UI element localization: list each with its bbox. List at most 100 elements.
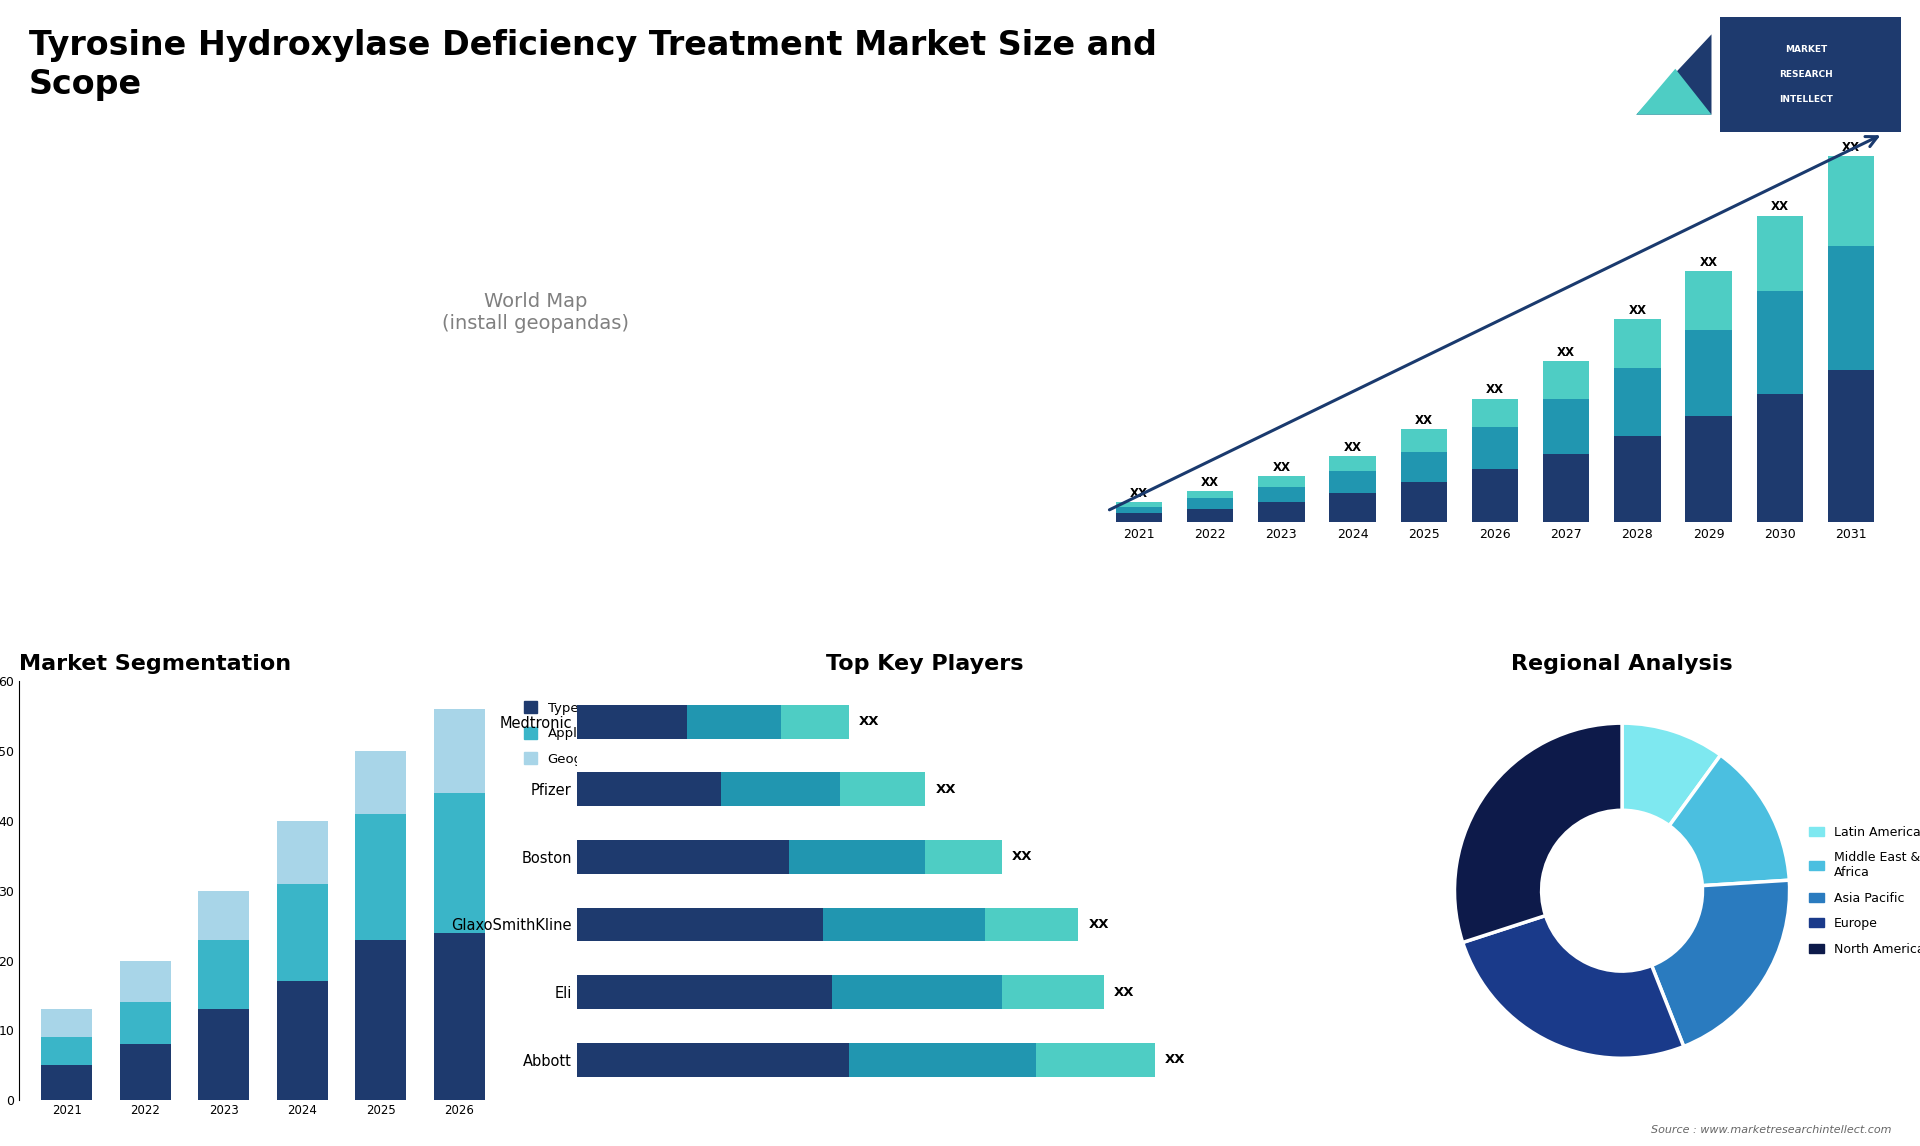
Bar	[119, 1003, 171, 1044]
Bar	[42, 1037, 92, 1066]
Legend: Latin America, Middle East &
Africa, Asia Pacific, Europe, North America: Latin America, Middle East & Africa, Asi…	[1805, 821, 1920, 960]
Text: XX: XX	[1344, 441, 1361, 454]
Text: World Map
(install geopandas): World Map (install geopandas)	[442, 292, 630, 333]
Bar	[1686, 416, 1732, 523]
Bar	[722, 772, 841, 807]
Bar	[1473, 399, 1519, 427]
Text: XX: XX	[1202, 476, 1219, 489]
Bar	[687, 705, 781, 739]
Bar	[1187, 492, 1233, 497]
Text: XX: XX	[1131, 487, 1148, 500]
Bar	[781, 705, 849, 739]
Bar	[434, 793, 486, 933]
Bar	[355, 940, 407, 1100]
Bar	[1757, 291, 1803, 394]
Polygon shape	[1636, 69, 1711, 115]
Bar	[434, 933, 486, 1100]
Bar	[1329, 494, 1377, 523]
Bar	[1258, 502, 1304, 523]
Text: XX: XX	[1089, 918, 1110, 931]
Text: XX: XX	[1557, 346, 1574, 359]
Legend: Type, Application, Geography: Type, Application, Geography	[518, 697, 628, 771]
Text: Tyrosine Hydroxylase Deficiency Treatment Market Size and
Scope: Tyrosine Hydroxylase Deficiency Treatmen…	[29, 29, 1156, 101]
Bar	[1473, 427, 1519, 469]
Bar	[355, 751, 407, 814]
Bar	[1544, 454, 1590, 523]
Text: MARKET: MARKET	[1786, 45, 1828, 54]
Bar	[841, 772, 925, 807]
Bar	[1187, 509, 1233, 523]
Bar	[576, 840, 789, 873]
Bar	[1002, 975, 1104, 1008]
Polygon shape	[1636, 34, 1711, 115]
Bar	[276, 981, 328, 1100]
Bar	[355, 814, 407, 940]
Bar	[789, 840, 925, 873]
Bar	[434, 709, 486, 793]
Text: XX: XX	[1699, 256, 1718, 268]
Text: XX: XX	[1012, 850, 1033, 863]
Bar	[576, 908, 824, 941]
Text: XX: XX	[1114, 986, 1135, 998]
Wedge shape	[1622, 723, 1720, 825]
Bar	[276, 884, 328, 981]
Bar	[1828, 156, 1874, 246]
Bar	[1400, 452, 1448, 482]
Bar	[42, 1066, 92, 1100]
Bar	[849, 1043, 1035, 1076]
Bar	[1400, 430, 1448, 452]
Text: RESEARCH: RESEARCH	[1780, 70, 1834, 79]
Bar	[198, 940, 250, 1010]
Wedge shape	[1455, 723, 1622, 942]
Text: XX: XX	[1486, 384, 1503, 397]
Bar	[925, 840, 1002, 873]
Bar	[1473, 469, 1519, 523]
Text: XX: XX	[1628, 304, 1645, 317]
Text: XX: XX	[1273, 461, 1290, 473]
Bar	[198, 890, 250, 940]
Bar	[1828, 370, 1874, 523]
Text: Source : www.marketresearchintellect.com: Source : www.marketresearchintellect.com	[1651, 1124, 1891, 1135]
Bar	[1187, 497, 1233, 509]
Bar	[576, 1043, 849, 1076]
Bar	[985, 908, 1079, 941]
Wedge shape	[1668, 755, 1789, 886]
Bar	[1035, 1043, 1154, 1076]
Bar	[198, 1010, 250, 1100]
Bar	[42, 1010, 92, 1037]
Bar	[1329, 456, 1377, 471]
Text: Market Segmentation: Market Segmentation	[19, 654, 292, 674]
Bar	[1686, 270, 1732, 330]
Bar	[576, 772, 722, 807]
Bar	[1686, 330, 1732, 416]
Bar	[1757, 394, 1803, 523]
Bar	[1116, 507, 1162, 513]
Bar	[119, 960, 171, 1003]
Bar	[831, 975, 1002, 1008]
Bar	[1329, 471, 1377, 494]
Bar	[824, 908, 985, 941]
Text: XX: XX	[1770, 201, 1789, 213]
Bar	[576, 975, 831, 1008]
Bar	[1544, 399, 1590, 454]
Bar	[119, 1044, 171, 1100]
Text: XX: XX	[1841, 141, 1860, 154]
Bar	[1615, 320, 1661, 368]
Wedge shape	[1463, 916, 1684, 1058]
Text: XX: XX	[935, 783, 956, 795]
Wedge shape	[1651, 880, 1789, 1046]
Bar	[1116, 513, 1162, 523]
Bar	[1400, 482, 1448, 523]
Bar	[1258, 487, 1304, 502]
Text: XX: XX	[1165, 1053, 1185, 1066]
FancyBboxPatch shape	[1720, 17, 1901, 132]
Bar	[576, 705, 687, 739]
Bar	[1544, 361, 1590, 399]
Title: Regional Analysis: Regional Analysis	[1511, 654, 1734, 674]
Title: Top Key Players: Top Key Players	[826, 654, 1023, 674]
Bar	[1757, 215, 1803, 291]
Text: XX: XX	[858, 715, 879, 729]
Bar	[1615, 437, 1661, 523]
Bar	[1828, 246, 1874, 370]
Bar	[1615, 368, 1661, 437]
